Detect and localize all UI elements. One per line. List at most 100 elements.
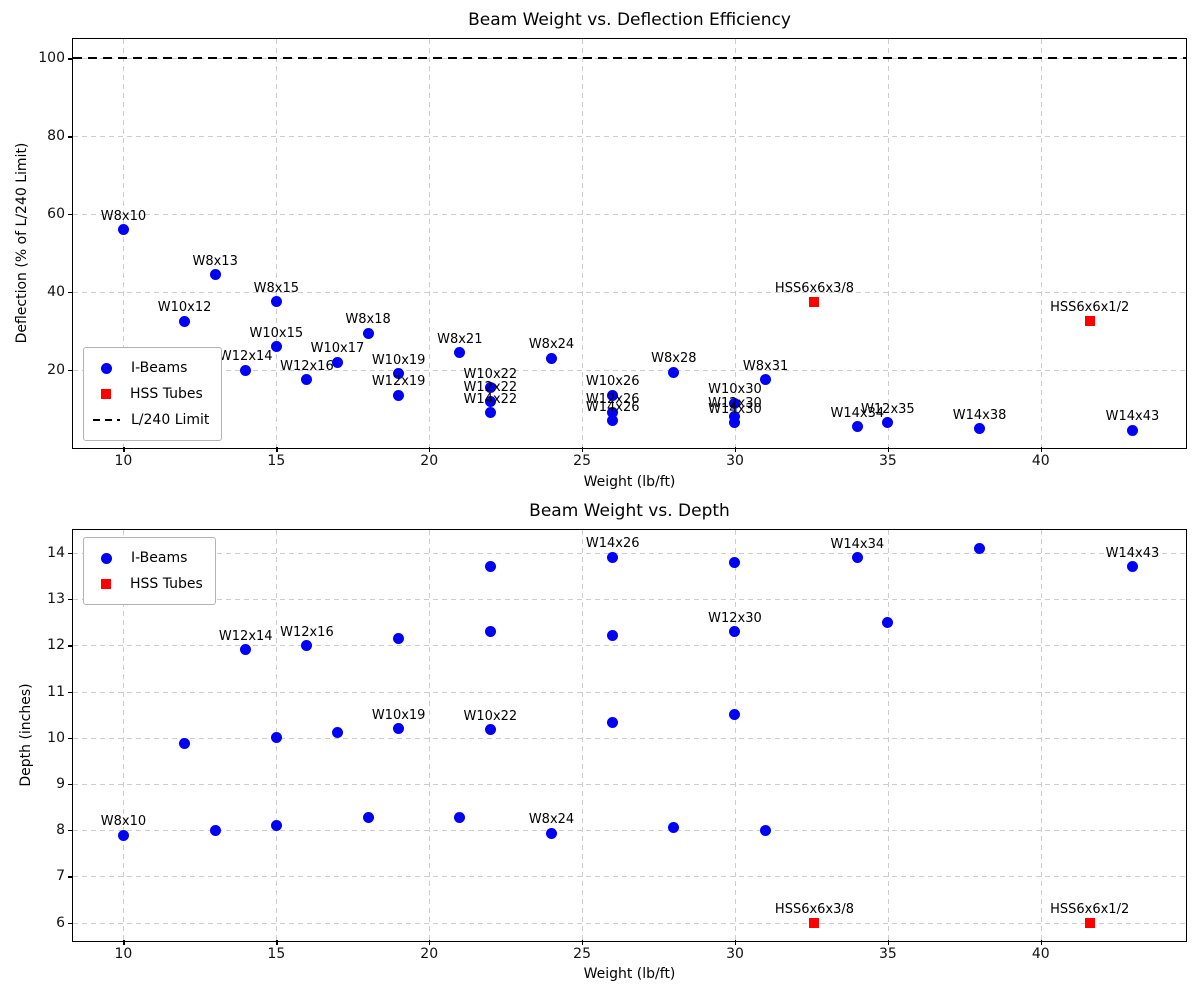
- legend-item-i-beams: I-Beams: [94, 545, 203, 571]
- legend-item-hss-tubes: HSS Tubes: [94, 571, 203, 597]
- limit-line: [73, 57, 1186, 60]
- x-tick-label: 25: [573, 946, 592, 962]
- legend: I-Beams HSS Tubes L/240 Limit: [83, 347, 223, 441]
- x-tick-mark: [887, 940, 890, 945]
- point-label-w8x31: W8x31: [742, 358, 789, 374]
- point-label-w10x17: W10x17: [310, 341, 365, 357]
- scatter-point-w14x22: [484, 561, 496, 573]
- scatter-point-w10x15: [270, 732, 282, 744]
- y-tick-label: 7: [56, 868, 65, 885]
- gridline-horizontal: [73, 830, 1186, 832]
- plot-area: 10 15 20 25 30 35 40 20 40 60 80 100 W8x10 W10x12 W8x1…: [38, 38, 1187, 469]
- point-label-w14x30: W14x30: [708, 401, 762, 417]
- x-tick-mark: [1040, 940, 1042, 945]
- x-tick-label: 40: [1031, 946, 1050, 962]
- gridline-horizontal: [73, 599, 1186, 601]
- scatter-point-w8x15: [270, 819, 282, 831]
- y-tick-label: 60: [47, 206, 65, 223]
- gridline-vertical: [582, 530, 584, 941]
- y-tick-label: 14: [47, 545, 65, 562]
- gridline-horizontal: [73, 292, 1186, 294]
- scatter-point-w12x26: [607, 629, 619, 641]
- gridline-vertical: [582, 39, 584, 448]
- gridline-horizontal: [73, 783, 1186, 785]
- point-label-w10x15: W10x15: [249, 325, 304, 341]
- gridline-vertical: [276, 39, 278, 448]
- point-label-w14x26: W14x26: [585, 399, 640, 415]
- y-tick-label: 20: [47, 362, 65, 379]
- point-label-w8x24: W8x24: [528, 337, 575, 353]
- gridline-horizontal: [73, 691, 1186, 693]
- scatter-point-w10x26: [607, 717, 619, 729]
- scatter-point-w10x22: [484, 382, 496, 394]
- point-label-w12x26: W12x26: [585, 391, 640, 407]
- y-tick-mark: [68, 370, 72, 372]
- x-tick-mark: [887, 447, 890, 452]
- y-tick-mark: [68, 214, 72, 216]
- legend-label: HSS Tubes: [130, 576, 203, 592]
- scatter-point-w8x18: [362, 812, 374, 824]
- gridline-vertical: [123, 530, 125, 941]
- scatter-point-w8x28: [668, 366, 680, 378]
- x-axis-label: Weight (lb/ft): [583, 474, 676, 490]
- scatter-point-w12x35: [882, 616, 894, 628]
- y-tick-label: 100: [38, 50, 65, 67]
- scatter-point-w10x15: [270, 341, 282, 353]
- point-label-w8x15: W8x15: [253, 280, 300, 296]
- y-axis-label: Deflection (% of L/240 Limit): [14, 142, 30, 344]
- x-tick-label: 20: [420, 946, 439, 962]
- scatter-point-w12x16: [301, 640, 313, 652]
- x-tick-label: 15: [267, 453, 286, 469]
- scatter-point-w10x19: [393, 368, 405, 380]
- point-label-w10x19: W10x19: [371, 353, 426, 368]
- scatter-point-w8x24: [546, 827, 558, 839]
- point-label-hss6x6x3-8: HSS6x6x3/8: [774, 280, 855, 296]
- chart-title: Beam Weight vs. Depth: [529, 501, 730, 521]
- point-label-w8x10: W8x10: [100, 208, 147, 224]
- legend-label: I-Beams: [131, 550, 188, 566]
- scatter-point-w12x22: [484, 395, 496, 407]
- i-beams-marker-icon: [101, 552, 112, 564]
- point-label-w14x34: W14x34: [830, 536, 885, 552]
- scatter-point-w14x26: [607, 415, 619, 427]
- y-tick-label: 10: [47, 729, 65, 746]
- hss-tubes-marker-icon: [101, 579, 111, 589]
- gridline-horizontal: [73, 214, 1186, 216]
- scatter-point-w14x22: [484, 407, 496, 419]
- scatter-point-w8x13: [209, 825, 221, 837]
- scatter-point-w10x26: [607, 389, 619, 401]
- gridline-horizontal: [73, 370, 1186, 372]
- scatter-point-w8x21: [454, 347, 466, 359]
- point-label-w8x21: W8x21: [437, 331, 483, 347]
- scatter-point-w10x22: [484, 724, 496, 736]
- point-label-w12x16: W12x16: [280, 358, 334, 374]
- y-tick-mark: [68, 645, 72, 647]
- scatter-point-w10x12: [179, 738, 191, 750]
- gridline-horizontal: [73, 922, 1186, 924]
- x-tick-label: 30: [726, 453, 744, 469]
- x-tick-label: 30: [726, 946, 744, 962]
- scatter-point-w14x38: [974, 423, 986, 435]
- y-tick-label: 9: [56, 775, 65, 792]
- x-tick-label: 25: [573, 453, 592, 469]
- y-tick-mark: [68, 58, 72, 60]
- l-240-limit-marker-icon: [93, 419, 120, 421]
- scatter-point-w12x30: [729, 626, 741, 638]
- point-label-w12x16: W12x16: [280, 624, 334, 640]
- hss-tubes-marker-icon: [101, 389, 111, 399]
- y-tick-mark: [68, 737, 72, 739]
- gridline-vertical: [429, 530, 431, 941]
- scatter-point-w8x31: [760, 374, 772, 386]
- scatter-point-w12x14: [240, 644, 252, 656]
- scatter-point-w12x30: [729, 411, 741, 423]
- scatter-point-w10x19: [393, 723, 405, 735]
- x-tick-label: 20: [420, 453, 439, 469]
- point-label-w14x22: W14x22: [463, 391, 518, 407]
- scatter-point-w8x15: [270, 296, 282, 308]
- y-tick-mark: [68, 783, 72, 786]
- point-label-w8x24: W8x24: [528, 812, 575, 828]
- legend-label: I-Beams: [131, 360, 188, 376]
- scatter-point-hss6x6x3-8: [809, 296, 820, 307]
- scatter-point-w14x30: [729, 417, 741, 429]
- y-tick-label: 40: [47, 284, 65, 301]
